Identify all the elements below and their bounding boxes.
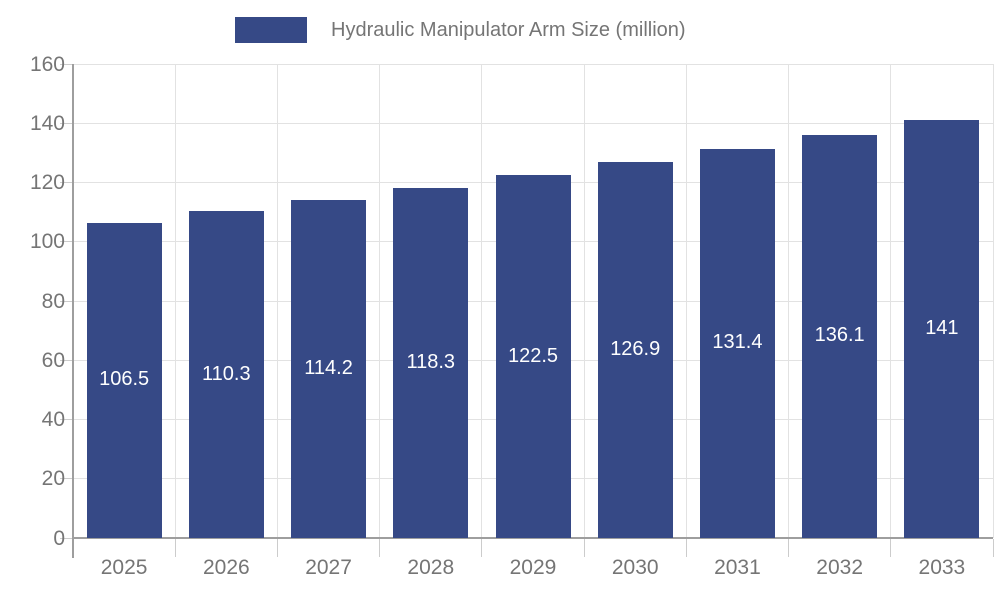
bar-value-label: 136.1	[814, 324, 865, 347]
x-gridline	[379, 64, 381, 538]
y-axis-tick	[60, 478, 73, 480]
x-axis-label: 2027	[305, 556, 352, 579]
x-axis-label: 2026	[202, 556, 250, 579]
bar-value-label: 141	[925, 317, 959, 340]
legend-swatch	[235, 17, 307, 43]
y-axis-label: 40	[41, 408, 65, 431]
bar[interactable]: 110.3	[188, 211, 264, 538]
x-gridline	[685, 64, 687, 538]
x-axis-label: 2032	[816, 556, 864, 579]
x-axis-tick	[583, 539, 585, 557]
x-axis-tick	[890, 539, 892, 557]
x-axis-label: 2033	[918, 556, 966, 579]
y-axis-tick	[60, 359, 73, 361]
x-axis-tick	[174, 539, 176, 557]
y-axis-tick	[60, 537, 73, 539]
bar[interactable]: 136.1	[802, 134, 878, 538]
y-axis-tick	[60, 63, 73, 65]
y-axis-tick	[60, 419, 73, 420]
y-axis-label: 100	[29, 230, 65, 254]
y-axis-label: 140	[29, 111, 65, 135]
bar[interactable]: 118.3	[393, 187, 469, 538]
x-gridline	[583, 64, 585, 538]
y-axis-tick	[60, 182, 73, 183]
x-axis-label: 2031	[714, 556, 761, 579]
bar[interactable]: 114.2	[291, 199, 367, 538]
y-axis-label: 120	[29, 171, 65, 194]
y-axis-label: 160	[29, 52, 65, 76]
x-axis-tick	[992, 539, 994, 557]
x-gridline	[276, 64, 278, 538]
y-axis-line	[72, 64, 74, 558]
bar-value-label: 118.3	[406, 350, 456, 373]
bar-value-label: 131.4	[712, 331, 763, 354]
legend-label: Hydraulic Manipulator Arm Size (million)	[331, 18, 686, 41]
x-gridline	[481, 64, 483, 538]
bar-value-label: 122.5	[507, 344, 559, 367]
bar-value-label: 106.5	[99, 368, 150, 391]
x-axis-line	[73, 537, 993, 539]
y-gridline	[73, 63, 993, 65]
legend[interactable]: Hydraulic Manipulator Arm Size (million)	[235, 17, 686, 43]
bar[interactable]: 131.4	[699, 148, 775, 538]
y-axis-label: 60	[41, 348, 65, 372]
x-gridline	[890, 64, 892, 538]
x-gridline	[174, 64, 176, 538]
bar[interactable]: 106.5	[86, 222, 162, 538]
x-axis-tick	[788, 539, 790, 557]
bar[interactable]: 122.5	[495, 175, 571, 538]
bar-value-label: 114.2	[304, 356, 353, 379]
x-axis-label: 2030	[611, 556, 659, 579]
x-axis-label: 2025	[100, 556, 148, 579]
x-gridline	[992, 64, 994, 538]
bar[interactable]: 141	[904, 120, 980, 538]
x-axis-tick	[379, 539, 381, 557]
x-axis-tick	[481, 539, 483, 557]
bar-value-label: 126.9	[610, 338, 661, 361]
y-axis-label: 0	[53, 526, 65, 550]
y-axis-tick	[60, 122, 73, 124]
plot-area: 0 20 40 60 80 100 120 140 160 106.5 2025 110.3 2026 1…	[30, 54, 994, 579]
x-axis-label: 2029	[509, 556, 557, 579]
x-axis-tick	[276, 539, 278, 557]
y-axis-label: 80	[41, 289, 65, 313]
x-axis-label: 2028	[407, 556, 455, 579]
y-gridline	[73, 122, 993, 124]
x-axis-tick	[685, 539, 687, 557]
y-axis-tick	[60, 300, 73, 302]
y-axis-tick	[60, 241, 73, 243]
y-axis-label: 20	[41, 467, 65, 491]
bar[interactable]: 126.9	[597, 162, 673, 538]
x-gridline	[788, 64, 790, 538]
bar-value-label: 110.3	[202, 362, 251, 385]
